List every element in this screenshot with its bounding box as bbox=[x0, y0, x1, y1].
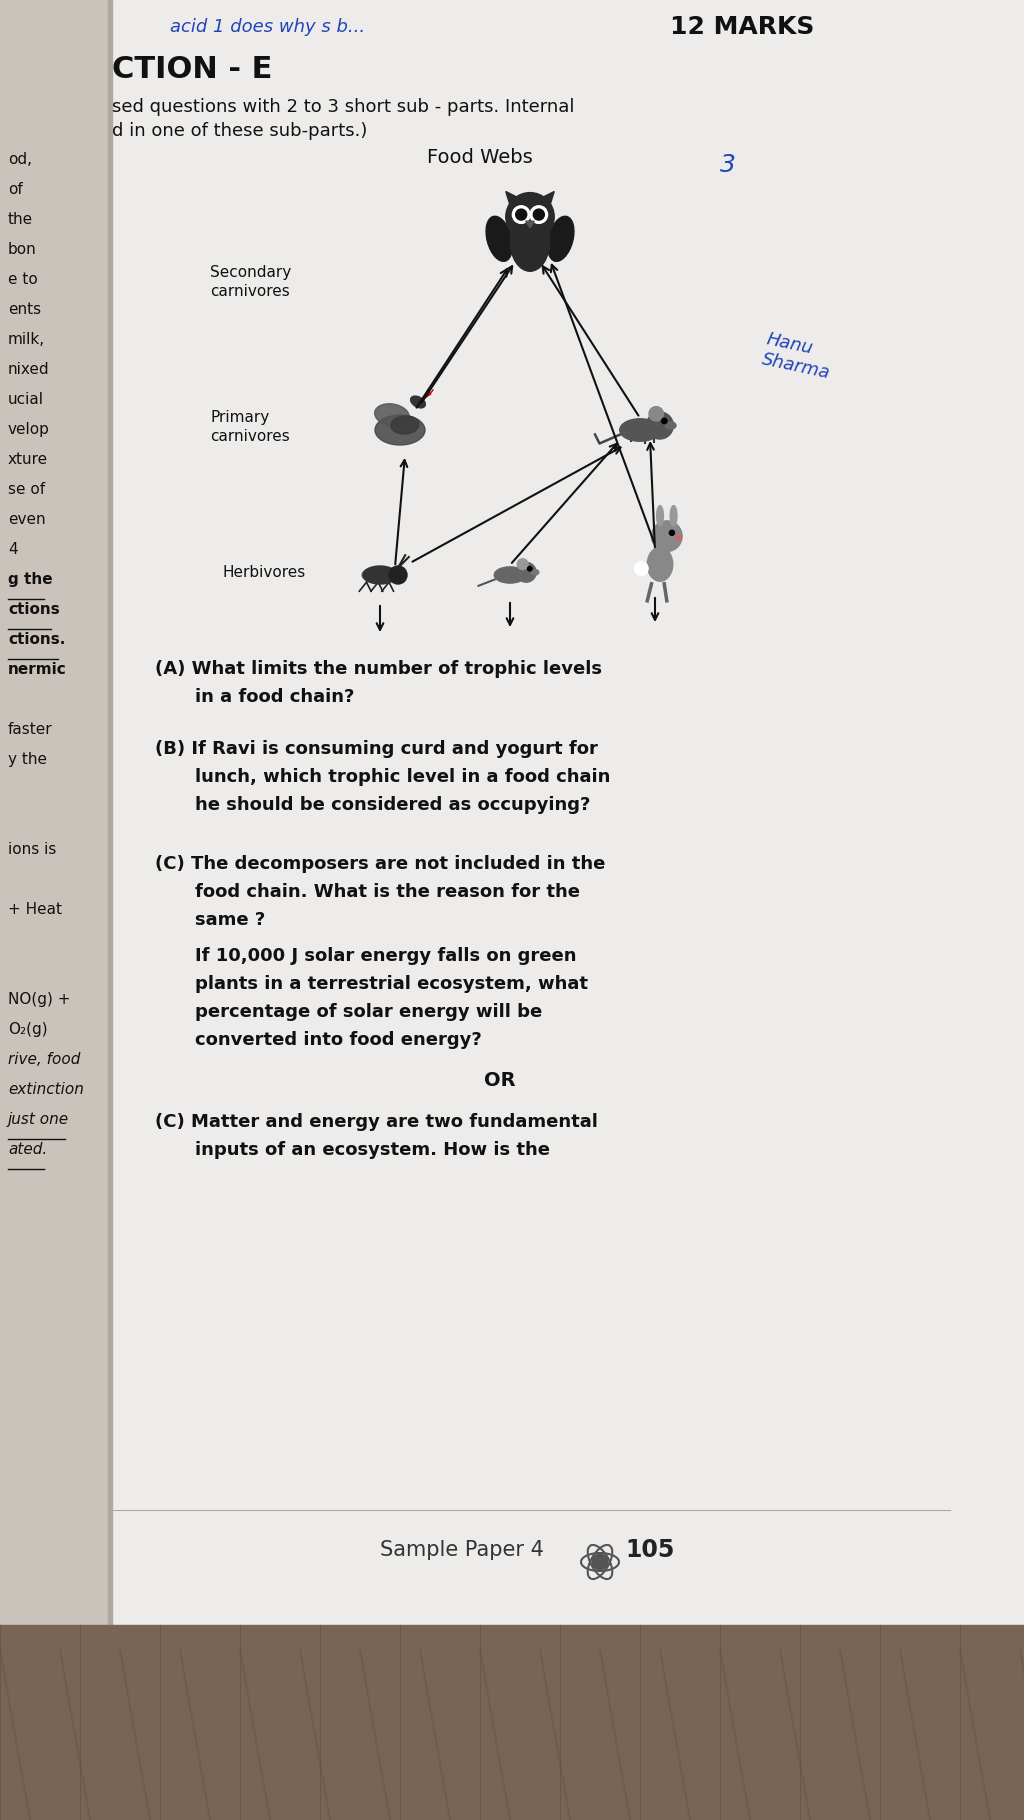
Bar bbox=[0, 1625, 1024, 1820]
Text: e to: e to bbox=[8, 271, 38, 288]
Text: Herbivores: Herbivores bbox=[222, 564, 305, 581]
Circle shape bbox=[635, 562, 648, 575]
Text: Food Webs: Food Webs bbox=[427, 147, 532, 167]
Ellipse shape bbox=[362, 568, 389, 582]
Text: 4: 4 bbox=[8, 542, 17, 557]
Text: just one: just one bbox=[8, 1112, 70, 1127]
Text: g the: g the bbox=[8, 571, 52, 588]
Circle shape bbox=[646, 411, 674, 439]
Ellipse shape bbox=[411, 397, 425, 408]
Polygon shape bbox=[525, 222, 535, 228]
Text: bon: bon bbox=[8, 242, 37, 257]
Ellipse shape bbox=[670, 506, 677, 526]
Circle shape bbox=[651, 521, 682, 551]
Text: nermic: nermic bbox=[8, 662, 67, 677]
Text: acid 1 does why s b...: acid 1 does why s b... bbox=[170, 18, 366, 36]
Text: O₂(g): O₂(g) bbox=[8, 1023, 48, 1037]
Text: (C) The decomposers are not included in the: (C) The decomposers are not included in … bbox=[155, 855, 605, 874]
Ellipse shape bbox=[362, 566, 397, 584]
Text: velop: velop bbox=[8, 422, 50, 437]
Text: ucial: ucial bbox=[8, 391, 44, 408]
Circle shape bbox=[516, 562, 537, 582]
Text: lunch, which trophic level in a food chain: lunch, which trophic level in a food cha… bbox=[195, 768, 610, 786]
Ellipse shape bbox=[391, 417, 419, 433]
Text: CTION - E: CTION - E bbox=[112, 55, 272, 84]
Bar bbox=[108, 0, 112, 1631]
Ellipse shape bbox=[666, 422, 676, 430]
Ellipse shape bbox=[620, 419, 660, 440]
Text: 3: 3 bbox=[720, 153, 736, 177]
Text: in a food chain?: in a food chain? bbox=[195, 688, 354, 706]
Circle shape bbox=[662, 419, 667, 424]
Text: food chain. What is the reason for the: food chain. What is the reason for the bbox=[195, 883, 580, 901]
Text: NO(g) +: NO(g) + bbox=[8, 992, 71, 1006]
Text: ated.: ated. bbox=[8, 1141, 47, 1158]
Ellipse shape bbox=[656, 506, 664, 526]
Text: (C) Matter and energy are two fundamental: (C) Matter and energy are two fundamenta… bbox=[155, 1114, 598, 1130]
Ellipse shape bbox=[510, 211, 550, 271]
Text: (B) If Ravi is consuming curd and yogurt for: (B) If Ravi is consuming curd and yogurt… bbox=[155, 741, 598, 757]
Text: od,: od, bbox=[8, 153, 32, 167]
Ellipse shape bbox=[647, 548, 673, 581]
Text: converted into food energy?: converted into food energy? bbox=[195, 1030, 481, 1048]
Text: extinction: extinction bbox=[8, 1083, 84, 1097]
Bar bbox=[0, 0, 110, 1631]
Text: (A) What limits the number of trophic levels: (A) What limits the number of trophic le… bbox=[155, 661, 602, 679]
Ellipse shape bbox=[548, 217, 573, 262]
Text: percentage of solar energy will be: percentage of solar energy will be bbox=[195, 1003, 543, 1021]
Text: even: even bbox=[8, 511, 46, 528]
Text: inputs of an ecosystem. How is the: inputs of an ecosystem. How is the bbox=[195, 1141, 550, 1159]
Text: nixed: nixed bbox=[8, 362, 49, 377]
Circle shape bbox=[517, 559, 528, 570]
Circle shape bbox=[534, 209, 545, 220]
Text: Primary
carnivores: Primary carnivores bbox=[210, 410, 290, 444]
Bar bbox=[0, 0, 1024, 1631]
Text: ions is: ions is bbox=[8, 843, 56, 857]
Circle shape bbox=[506, 193, 554, 240]
Text: ctions.: ctions. bbox=[8, 632, 66, 646]
Circle shape bbox=[649, 406, 664, 420]
Polygon shape bbox=[543, 191, 554, 206]
Text: ents: ents bbox=[8, 302, 41, 317]
Text: xture: xture bbox=[8, 451, 48, 468]
Text: faster: faster bbox=[8, 723, 52, 737]
Text: OR: OR bbox=[484, 1070, 516, 1090]
Text: ctions: ctions bbox=[8, 602, 59, 617]
Bar bbox=[0, 1620, 1024, 1820]
Text: the: the bbox=[8, 211, 33, 228]
Text: + Heat: + Heat bbox=[8, 903, 62, 917]
Circle shape bbox=[516, 209, 526, 220]
Ellipse shape bbox=[375, 415, 425, 446]
Ellipse shape bbox=[531, 570, 539, 575]
Polygon shape bbox=[506, 191, 517, 206]
Text: 105: 105 bbox=[625, 1538, 675, 1562]
Text: of: of bbox=[8, 182, 23, 197]
Circle shape bbox=[530, 206, 548, 224]
Text: Sample Paper 4: Sample Paper 4 bbox=[380, 1540, 544, 1560]
Text: milk,: milk, bbox=[8, 331, 45, 348]
Text: Hanu
Sharma: Hanu Sharma bbox=[760, 329, 837, 382]
Text: Secondary
carnivores: Secondary carnivores bbox=[210, 266, 291, 298]
Circle shape bbox=[389, 566, 407, 584]
Text: same ?: same ? bbox=[195, 912, 265, 928]
Ellipse shape bbox=[486, 217, 512, 262]
Text: plants in a terrestrial ecosystem, what: plants in a terrestrial ecosystem, what bbox=[195, 976, 588, 994]
Text: he should be considered as occupying?: he should be considered as occupying? bbox=[195, 795, 591, 814]
Text: y the: y the bbox=[8, 752, 47, 766]
Text: d in one of these sub-parts.): d in one of these sub-parts.) bbox=[112, 122, 368, 140]
Circle shape bbox=[676, 535, 681, 541]
Text: 12 MARKS: 12 MARKS bbox=[670, 15, 814, 38]
Ellipse shape bbox=[375, 404, 410, 426]
Text: sed questions with 2 to 3 short sub - parts. Internal: sed questions with 2 to 3 short sub - pa… bbox=[112, 98, 574, 116]
Text: se of: se of bbox=[8, 482, 45, 497]
Circle shape bbox=[512, 206, 530, 224]
Circle shape bbox=[592, 1554, 608, 1571]
Text: rive, food: rive, food bbox=[8, 1052, 80, 1067]
Text: If 10,000 J solar energy falls on green: If 10,000 J solar energy falls on green bbox=[195, 946, 577, 965]
Circle shape bbox=[527, 566, 532, 571]
Circle shape bbox=[670, 530, 675, 535]
Ellipse shape bbox=[495, 566, 525, 582]
